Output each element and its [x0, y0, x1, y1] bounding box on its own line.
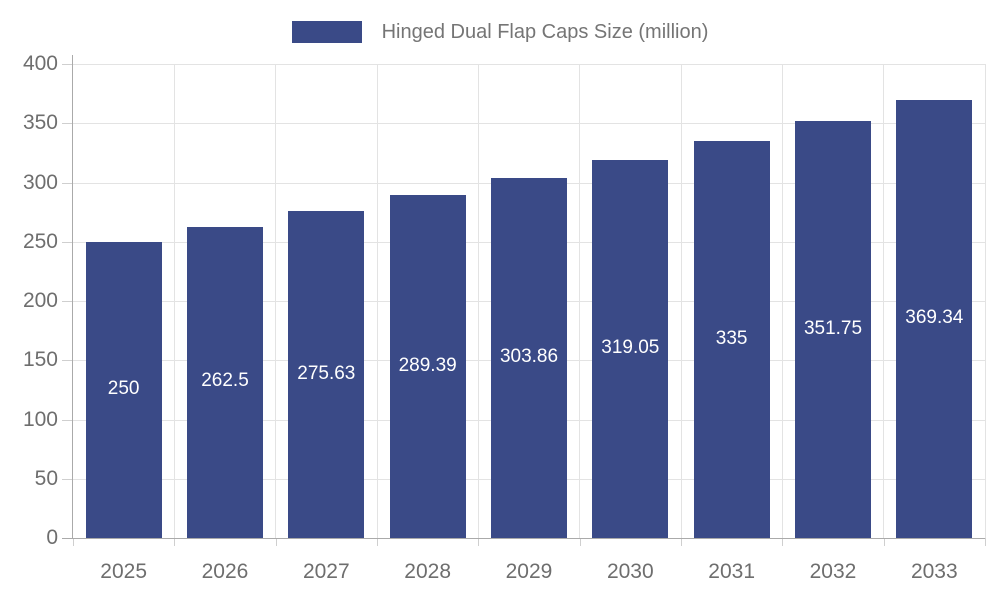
x-axis-tick-8 — [883, 538, 885, 546]
gridline-x-5 — [579, 64, 581, 538]
legend-label: Hinged Dual Flap Caps Size (million) — [381, 20, 709, 43]
y-axis-tick-150 — [62, 360, 73, 362]
x-axis-tick-7 — [782, 538, 784, 546]
bar-2025[interactable] — [85, 241, 162, 538]
gridline-x-6 — [680, 64, 682, 538]
bar-2028[interactable] — [389, 195, 466, 538]
y-axis-tick-350 — [62, 123, 73, 125]
y-axis-tick-50 — [62, 478, 73, 480]
y-axis-label-200: 200 — [22, 289, 58, 312]
bar-value-label-2027: 275.63 — [297, 362, 356, 384]
x-axis-label-2027[interactable]: 2027 — [302, 560, 350, 583]
bar-value-label-2033: 369.34 — [905, 307, 964, 329]
x-axis-label-2032[interactable]: 2032 — [809, 560, 857, 583]
gridline-y-350 — [73, 123, 985, 125]
bar-value-label-2026: 262.5 — [201, 370, 249, 392]
y-axis-label-50: 50 — [34, 466, 58, 490]
chart-legend[interactable]: Hinged Dual Flap Caps Size (million) — [0, 20, 1000, 44]
bar-2030[interactable] — [592, 159, 669, 538]
y-axis-label-0: 0 — [46, 526, 58, 549]
gridline-x-3 — [376, 64, 378, 538]
gridline-x-7 — [781, 64, 783, 538]
gridline-x-2 — [275, 64, 277, 538]
y-axis-tick-100 — [62, 419, 73, 421]
x-axis-label-2028[interactable]: 2028 — [404, 560, 452, 583]
x-axis-label-2031[interactable]: 2031 — [708, 560, 756, 583]
x-axis-tick-0 — [73, 538, 74, 546]
bar-value-label-2028: 289.39 — [398, 354, 457, 376]
bar-value-label-2025: 250 — [107, 377, 140, 399]
bar-value-label-2031: 335 — [715, 327, 748, 349]
bar-value-label-2032: 351.75 — [803, 317, 863, 339]
gridline-y-400 — [73, 64, 985, 65]
y-axis-label-100: 100 — [22, 407, 58, 431]
y-axis-label-300: 300 — [22, 170, 58, 194]
x-axis-line — [62, 538, 985, 539]
bar-2029[interactable] — [491, 177, 567, 538]
y-axis-tick-400 — [62, 64, 73, 65]
x-axis-label-2029[interactable]: 2029 — [505, 560, 553, 583]
x-axis-label-2033[interactable]: 2033 — [910, 560, 958, 583]
x-axis-tick-6 — [681, 538, 682, 546]
bar-2031[interactable] — [693, 141, 770, 538]
x-axis-tick-3 — [377, 538, 378, 546]
gridline-x-4 — [477, 64, 479, 538]
y-axis-tick-300 — [62, 182, 73, 184]
x-axis-tick-4 — [478, 538, 480, 546]
x-axis-tick-5 — [579, 538, 581, 546]
bar-2032[interactable] — [795, 121, 871, 538]
gridline-x-9 — [984, 64, 986, 538]
bar-value-label-2030: 319.05 — [601, 336, 660, 358]
bar-2026[interactable] — [187, 226, 263, 538]
y-axis-label-250: 250 — [22, 229, 58, 253]
x-axis-label-2026[interactable]: 2026 — [201, 560, 249, 583]
y-axis-line — [72, 55, 73, 538]
bar-2027[interactable] — [288, 211, 365, 538]
y-axis-label-350: 350 — [22, 111, 58, 135]
bar-value-label-2029: 303.86 — [499, 345, 559, 367]
plot-area: 250 262.5 275.63 289.39 303.86 319.05 335 351.7… — [73, 64, 986, 538]
x-axis-tick-1 — [174, 538, 176, 546]
y-axis-label-150: 150 — [22, 348, 58, 372]
x-axis-tick-2 — [275, 538, 277, 546]
y-axis-tick-250 — [62, 241, 73, 243]
bar-2033[interactable] — [896, 100, 973, 538]
gridline-x-1 — [173, 64, 175, 538]
legend-swatch — [291, 21, 362, 43]
x-axis-label-2030[interactable]: 2030 — [606, 560, 654, 583]
y-axis-label-400: 400 — [22, 52, 58, 75]
y-axis-tick-200 — [62, 301, 73, 302]
gridline-x-8 — [883, 64, 885, 538]
x-axis-tick-9 — [985, 538, 986, 546]
x-axis-label-2025[interactable]: 2025 — [100, 560, 148, 583]
